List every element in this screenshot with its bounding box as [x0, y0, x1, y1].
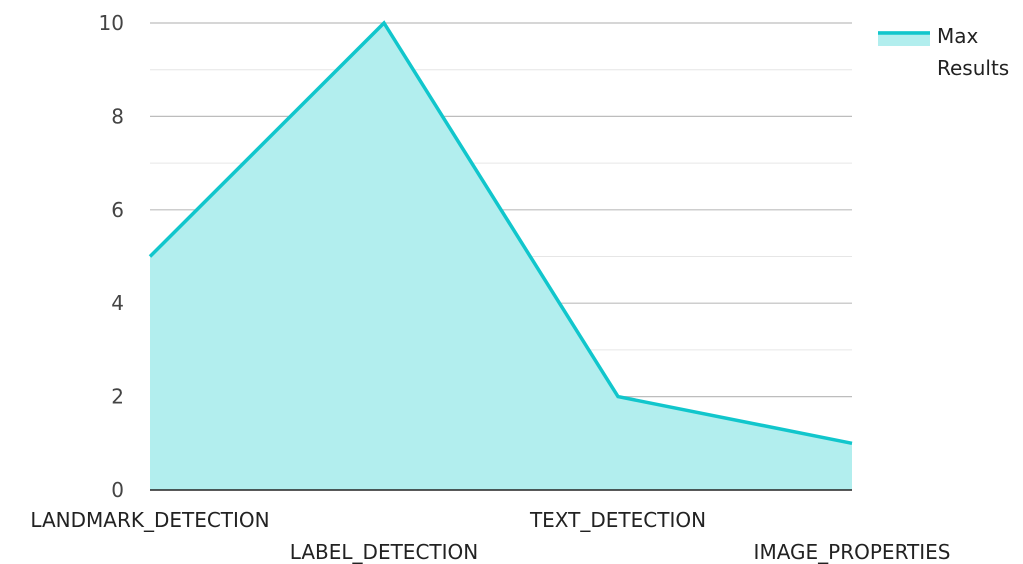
legend: Max Results [878, 24, 1009, 80]
series-area [148, 20, 853, 490]
y-tick-labels: 0 2 4 6 8 10 [99, 11, 124, 502]
series-area-fill [150, 23, 852, 490]
y-tick-label: 8 [111, 104, 124, 128]
legend-label-line2: Results [937, 56, 1009, 80]
x-category-label: TEXT_DETECTION [529, 508, 706, 532]
y-tick-label: 4 [111, 291, 124, 315]
y-tick-label: 6 [111, 198, 124, 222]
legend-label-line1: Max [937, 24, 979, 48]
x-category-label: IMAGE_PROPERTIES [754, 540, 951, 564]
series-line [148, 20, 853, 446]
x-category-label: LABEL_DETECTION [290, 540, 478, 564]
x-category-labels: LANDMARK_DETECTION LABEL_DETECTION TEXT_DE… [30, 508, 950, 564]
x-category-label: LANDMARK_DETECTION [30, 508, 269, 532]
y-tick-label: 0 [111, 478, 124, 502]
y-tick-label: 10 [99, 11, 124, 35]
y-tick-label: 2 [111, 385, 124, 409]
